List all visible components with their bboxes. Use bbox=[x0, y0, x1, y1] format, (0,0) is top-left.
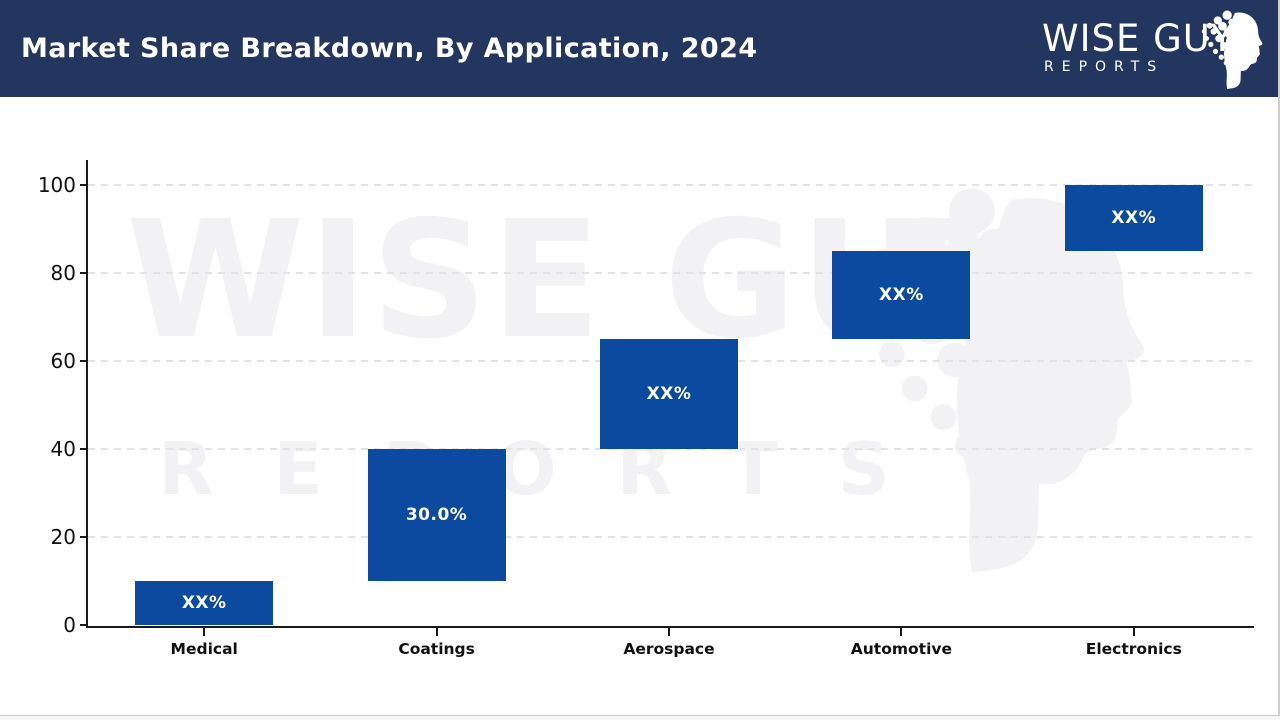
gridline-80 bbox=[88, 272, 1254, 274]
chart-region: WISE GUY REPORTS 0 20 40 60 80 100 XX% Medical 3… bbox=[0, 97, 1280, 716]
gridline-40 bbox=[88, 448, 1254, 450]
bar-automotive: XX% bbox=[832, 251, 971, 339]
y-tick-label-100: 100 bbox=[37, 173, 76, 197]
logo-head-icon bbox=[1201, 10, 1263, 89]
bar-value-label: XX% bbox=[1111, 208, 1157, 228]
x-category-label-electronics: Electronics bbox=[1085, 640, 1182, 658]
bar-value-label: 30.0% bbox=[405, 505, 468, 525]
page-title: Market Share Breakdown, By Application, … bbox=[21, 33, 758, 64]
bar-coatings: 30.0% bbox=[367, 449, 506, 581]
y-tick-20 bbox=[80, 536, 88, 538]
header-bar: Market Share Breakdown, By Application, … bbox=[0, 0, 1280, 97]
bar-value-label: XX% bbox=[181, 593, 227, 613]
x-tick-aerospace bbox=[668, 628, 670, 636]
bar-value-label: XX% bbox=[646, 384, 692, 404]
logo-text: WISE GUY REPORTS bbox=[1042, 17, 1235, 76]
x-tick-automotive bbox=[900, 628, 903, 636]
y-tick-0 bbox=[80, 624, 88, 626]
x-category-label-medical: Medical bbox=[170, 640, 238, 658]
brand-logo: WISE GUY REPORTS bbox=[1006, 6, 1268, 92]
y-tick-40 bbox=[80, 448, 88, 450]
window-border-right bbox=[1278, 0, 1280, 720]
logo-subtitle: REPORTS bbox=[1044, 59, 1165, 75]
window-border-bottom bbox=[0, 715, 1280, 720]
y-tick-label-40: 40 bbox=[50, 437, 76, 461]
bar-value-label: XX% bbox=[879, 285, 924, 305]
y-tick-100 bbox=[80, 184, 88, 186]
y-tick-label-0: 0 bbox=[63, 613, 76, 637]
x-category-label-aerospace: Aerospace bbox=[623, 640, 715, 658]
y-axis-line bbox=[86, 160, 89, 628]
x-tick-coatings bbox=[435, 628, 438, 636]
watermark-subtitle: REPORTS bbox=[158, 427, 950, 511]
gridline-20 bbox=[88, 536, 1254, 538]
y-tick-80 bbox=[80, 272, 88, 274]
bar-medical: XX% bbox=[135, 581, 274, 625]
x-tick-medical bbox=[203, 628, 206, 636]
x-category-label-automotive: Automotive bbox=[850, 640, 952, 658]
x-tick-electronics bbox=[1132, 628, 1135, 636]
y-tick-label-60: 60 bbox=[50, 349, 76, 373]
y-tick-label-80: 80 bbox=[50, 261, 76, 285]
bar-electronics: XX% bbox=[1064, 185, 1203, 251]
x-axis-line bbox=[86, 625, 1254, 629]
y-tick-label-20: 20 bbox=[50, 525, 76, 549]
logo-wordmark: WISE GUY bbox=[1042, 17, 1235, 60]
gridline-100 bbox=[88, 184, 1254, 186]
bar-aerospace: XX% bbox=[600, 339, 738, 449]
y-tick-60 bbox=[80, 360, 88, 362]
x-category-label-coatings: Coatings bbox=[398, 640, 475, 658]
